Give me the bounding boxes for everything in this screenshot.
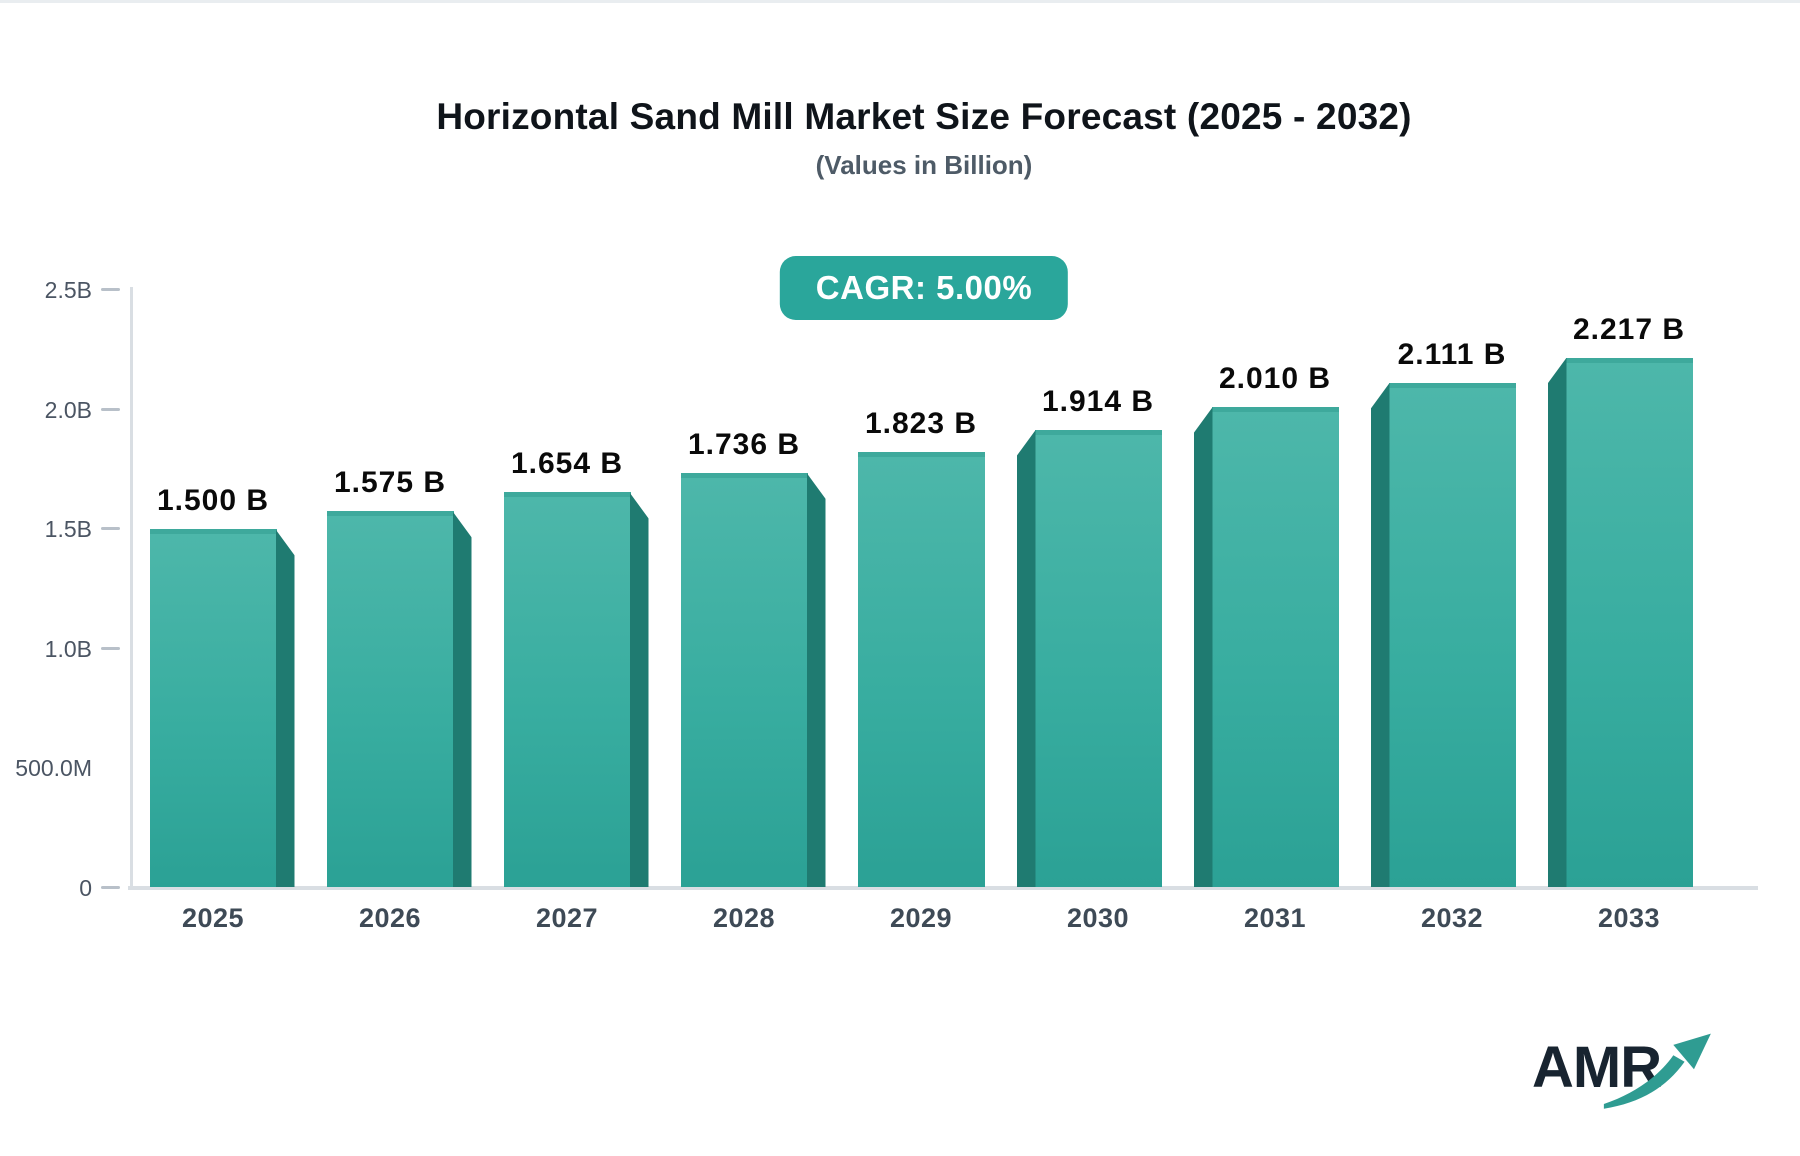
y-tick-dash: [101, 886, 120, 889]
bar-value-label: 1.575 B: [333, 466, 447, 500]
window-top-edge: [0, 0, 1800, 3]
amr-logo: AMR: [1532, 1033, 1722, 1126]
y-tick-dash: [101, 646, 120, 650]
x-tick-label-2025: 2025: [181, 903, 245, 933]
x-tick-label-2029: 2029: [889, 903, 953, 933]
bar-value-label: 1.823 B: [864, 406, 978, 440]
x-axis-baseline: [128, 886, 1758, 890]
x-tick-label-2028: 2028: [712, 903, 776, 933]
bar-side-2030: [1016, 430, 1036, 887]
bar-2032[interactable]: [1388, 383, 1516, 887]
bar-2027[interactable]: [503, 492, 631, 887]
y-axis-line: [130, 287, 133, 888]
bar-side-2027: [629, 492, 649, 887]
y-tick-dash: [101, 407, 120, 411]
x-tick-label-2031: 2031: [1243, 903, 1307, 933]
chart-subtitle: (Values in Billion): [815, 150, 1033, 180]
bar-value-label: 1.500 B: [156, 484, 270, 518]
x-tick-label-2027: 2027: [535, 903, 599, 933]
y-tick-label: 0: [79, 875, 92, 901]
bar-2033[interactable]: [1565, 357, 1693, 887]
cagr-badge: CAGR: 5.00%: [779, 256, 1069, 320]
y-tick-dash: [101, 527, 120, 531]
bar-value-label: 2.010 B: [1218, 362, 1332, 396]
bar-2025[interactable]: [149, 529, 277, 887]
y-tick-label: 1.0B: [44, 635, 92, 662]
bar-2028[interactable]: [680, 472, 808, 887]
y-tick-label: 1.5B: [44, 516, 92, 543]
bar-value-label: 2.217 B: [1572, 312, 1686, 346]
y-tick-label: 500.0M: [15, 755, 92, 782]
bar-side-2025: [275, 529, 295, 887]
bar-side-2032: [1370, 383, 1390, 887]
x-tick-label-2033: 2033: [1597, 903, 1661, 933]
bar-2029[interactable]: [857, 451, 985, 887]
y-tick-label: 2.0B: [44, 396, 92, 423]
bar-side-2033: [1547, 357, 1567, 887]
x-tick-label-2026: 2026: [358, 903, 422, 933]
bar-value-label: 1.736 B: [687, 427, 801, 461]
bar-side-2031: [1193, 407, 1213, 887]
bar-side-2028: [806, 472, 826, 887]
chart-title: Horizontal Sand Mill Market Size Forecas…: [436, 96, 1412, 137]
bar-2026[interactable]: [326, 511, 454, 887]
bar-side-2026: [452, 511, 472, 887]
bar-2031[interactable]: [1211, 407, 1339, 887]
bar-2030[interactable]: [1034, 430, 1162, 887]
bar-value-label: 1.914 B: [1041, 385, 1155, 419]
bar-value-label: 1.654 B: [510, 447, 624, 481]
x-tick-label-2032: 2032: [1420, 903, 1484, 933]
y-tick-label: 2.5B: [44, 277, 92, 303]
growth-arrow-icon: [1603, 1033, 1711, 1109]
bar-value-label: 2.111 B: [1397, 338, 1507, 372]
x-tick-label-2030: 2030: [1066, 903, 1130, 933]
y-tick-dash: [101, 288, 120, 291]
